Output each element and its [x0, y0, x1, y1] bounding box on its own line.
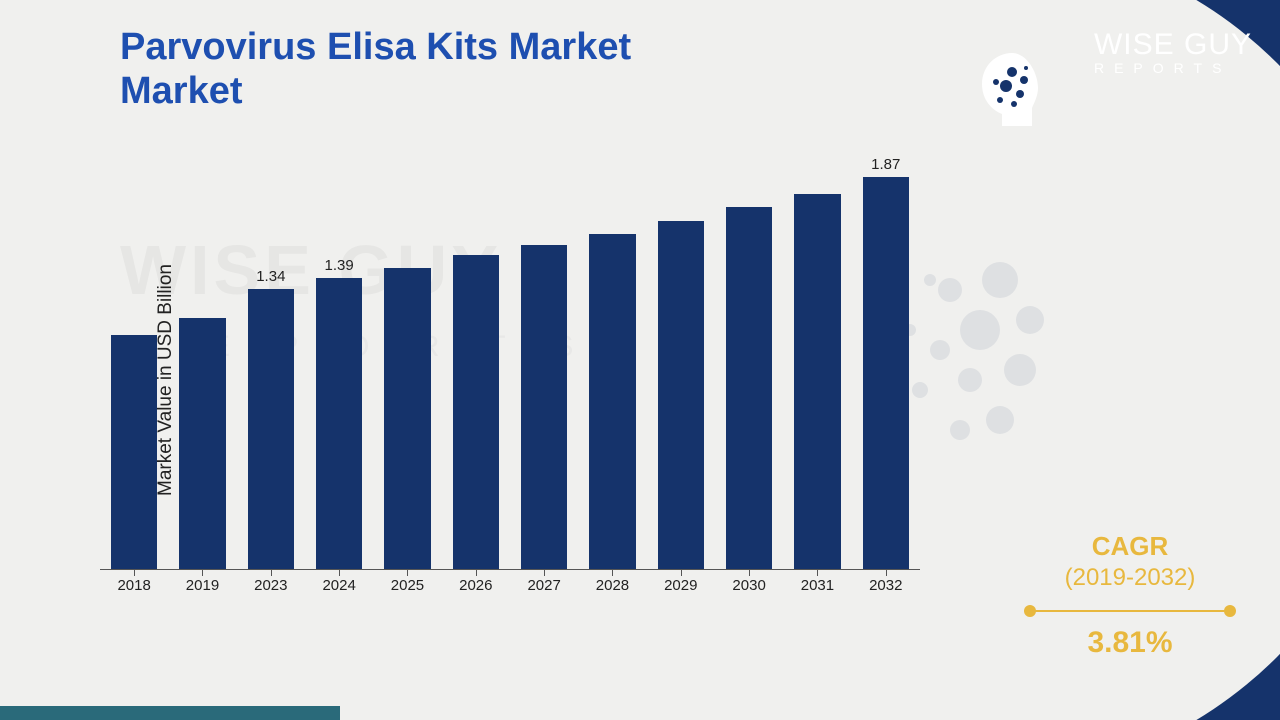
bar [726, 207, 772, 570]
cagr-value: 3.81% [1010, 626, 1250, 660]
bar-slot: 2029 [647, 150, 715, 570]
x-axis-tick-label: 2030 [732, 577, 765, 594]
bar-slot: 2027 [510, 150, 578, 570]
logo-text-main: WISE GUY [1094, 28, 1252, 62]
bar [248, 289, 294, 570]
x-tick [134, 570, 135, 576]
x-axis-tick-label: 2029 [664, 577, 697, 594]
bar [863, 177, 909, 570]
bar [179, 318, 225, 570]
x-tick [339, 570, 340, 576]
bar [384, 268, 430, 570]
cagr-box: CAGR (2019-2032) 3.81% [1010, 531, 1250, 660]
x-axis-tick-label: 2023 [254, 577, 287, 594]
bar-slot: 1.392024 [305, 150, 373, 570]
cagr-label: CAGR [1010, 531, 1250, 562]
title-line-1: Parvovirus Elisa Kits Market [120, 26, 631, 70]
x-axis-tick-label: 2028 [596, 577, 629, 594]
x-axis-tick-label: 2025 [391, 577, 424, 594]
bar-slot: 2019 [168, 150, 236, 570]
x-axis-tick-label: 2019 [186, 577, 219, 594]
cagr-divider [1030, 610, 1230, 612]
bars-container: 201820191.3420231.3920242025202620272028… [100, 150, 920, 570]
bar [589, 234, 635, 570]
x-axis-tick-label: 2027 [527, 577, 560, 594]
bar-slot: 2028 [578, 150, 646, 570]
x-tick [817, 570, 818, 576]
bar-slot: 2018 [100, 150, 168, 570]
bar-value-label: 1.34 [256, 268, 285, 285]
bar [794, 194, 840, 570]
x-axis-tick-label: 2026 [459, 577, 492, 594]
x-axis-tick-label: 2024 [322, 577, 355, 594]
bar [316, 278, 362, 570]
x-axis-tick-label: 2032 [869, 577, 902, 594]
bar-slot: 2025 [373, 150, 441, 570]
bar-chart: Market Value in USD Billion 201820191.34… [60, 150, 940, 610]
x-tick [202, 570, 203, 576]
bar-slot: 2026 [442, 150, 510, 570]
x-tick [612, 570, 613, 576]
bar [658, 221, 704, 570]
x-tick [681, 570, 682, 576]
bar-slot: 1.342023 [237, 150, 305, 570]
bar [453, 255, 499, 570]
title-line-2: Market [120, 70, 631, 114]
accent-bar [0, 706, 340, 720]
x-tick [886, 570, 887, 576]
x-tick [476, 570, 477, 576]
cagr-period: (2019-2032) [1010, 564, 1250, 592]
x-tick [407, 570, 408, 576]
bar-slot: 2030 [715, 150, 783, 570]
chart-title: Parvovirus Elisa Kits Market Market [120, 26, 631, 113]
bar [521, 245, 567, 571]
bar-value-label: 1.39 [325, 257, 354, 274]
bar [111, 335, 157, 570]
x-axis-line [100, 569, 920, 570]
x-axis-tick-label: 2018 [117, 577, 150, 594]
logo-text-sub: REPORTS [1094, 60, 1252, 76]
x-tick [271, 570, 272, 576]
infographic-stage: WISE GUY R E P O R T S Parvovirus Elisa … [0, 0, 1280, 720]
bar-slot: 2031 [783, 150, 851, 570]
brand-logo: WISE GUY REPORTS [1094, 28, 1252, 76]
x-tick [544, 570, 545, 576]
plot-area: 201820191.3420231.3920242025202620272028… [100, 150, 920, 570]
bar-value-label: 1.87 [871, 156, 900, 173]
bar-slot: 1.872032 [852, 150, 920, 570]
x-tick [749, 570, 750, 576]
logo-head-icon [972, 48, 1042, 128]
x-axis-tick-label: 2031 [801, 577, 834, 594]
